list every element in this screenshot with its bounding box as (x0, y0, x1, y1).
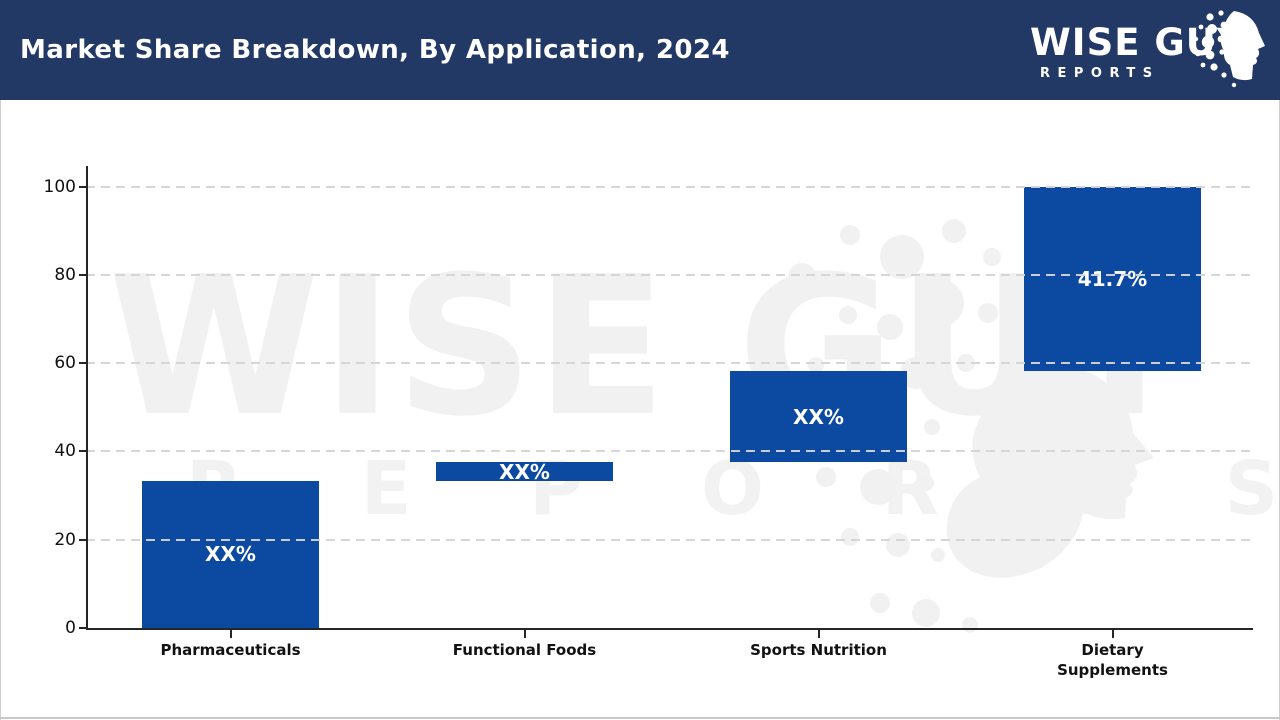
bar-pharmaceuticals: XX% (142, 480, 319, 628)
gridline-100 (86, 185, 1253, 188)
y-tick-label: 20 (54, 529, 76, 550)
x-category-label-dietary-supplements: Dietary Supplements (1057, 641, 1168, 679)
y-tick-mark (79, 450, 86, 453)
x-axis-spine (86, 628, 1253, 630)
gridline-80 (86, 273, 1253, 276)
bar-value-label: XX% (499, 459, 550, 484)
y-tick-label: 100 (43, 176, 76, 197)
header: Market Share Breakdown, By Application, … (0, 0, 1280, 100)
x-tick-mark (817, 630, 820, 638)
bar-dietary-supplements: 41.7% (1024, 186, 1201, 371)
x-category-label-functional-foods: Functional Foods (452, 641, 597, 659)
logo-dots-face-icon (1193, 10, 1265, 88)
bar-value-label: XX% (793, 404, 844, 429)
gridline-20 (86, 538, 1253, 541)
x-tick-mark (1111, 630, 1114, 638)
y-axis-spine (86, 166, 88, 630)
y-tick-label: 60 (54, 353, 76, 374)
x-category-label-pharmaceuticals: Pharmaceuticals (160, 641, 301, 659)
left-border (0, 100, 1, 720)
gridline-60 (86, 362, 1253, 365)
logo-subtext: REPORTS (1040, 66, 1160, 81)
y-tick-label: 80 (54, 264, 76, 285)
bar-value-label: 41.7% (1077, 266, 1148, 291)
bar-sports-nutrition: XX% (730, 370, 907, 463)
watermark-dots-face (788, 219, 1154, 633)
bar-functional-foods: XX% (436, 459, 613, 484)
chart-plot-area: WISE GUY R E P O R T S XX% XX% XX% 41.7 (0, 100, 1280, 717)
x-category-label-sports-nutrition: Sports Nutrition (750, 641, 887, 659)
y-tick-mark (79, 538, 86, 541)
x-tick-mark (523, 630, 526, 638)
bottom-border (0, 717, 1280, 719)
y-tick-label: 0 (65, 618, 76, 638)
x-tick-mark (229, 630, 232, 638)
y-tick-mark (79, 185, 86, 188)
wise-guy-reports-logo: WISE GUY REPORTS (1030, 10, 1265, 88)
y-tick-label: 40 (54, 441, 76, 462)
y-tick-mark (79, 627, 86, 629)
gridline-40 (86, 450, 1253, 453)
chart-title: Market Share Breakdown, By Application, … (20, 35, 730, 65)
y-tick-mark (79, 362, 86, 365)
bar-value-label: XX% (205, 542, 256, 567)
y-tick-mark (79, 273, 86, 276)
